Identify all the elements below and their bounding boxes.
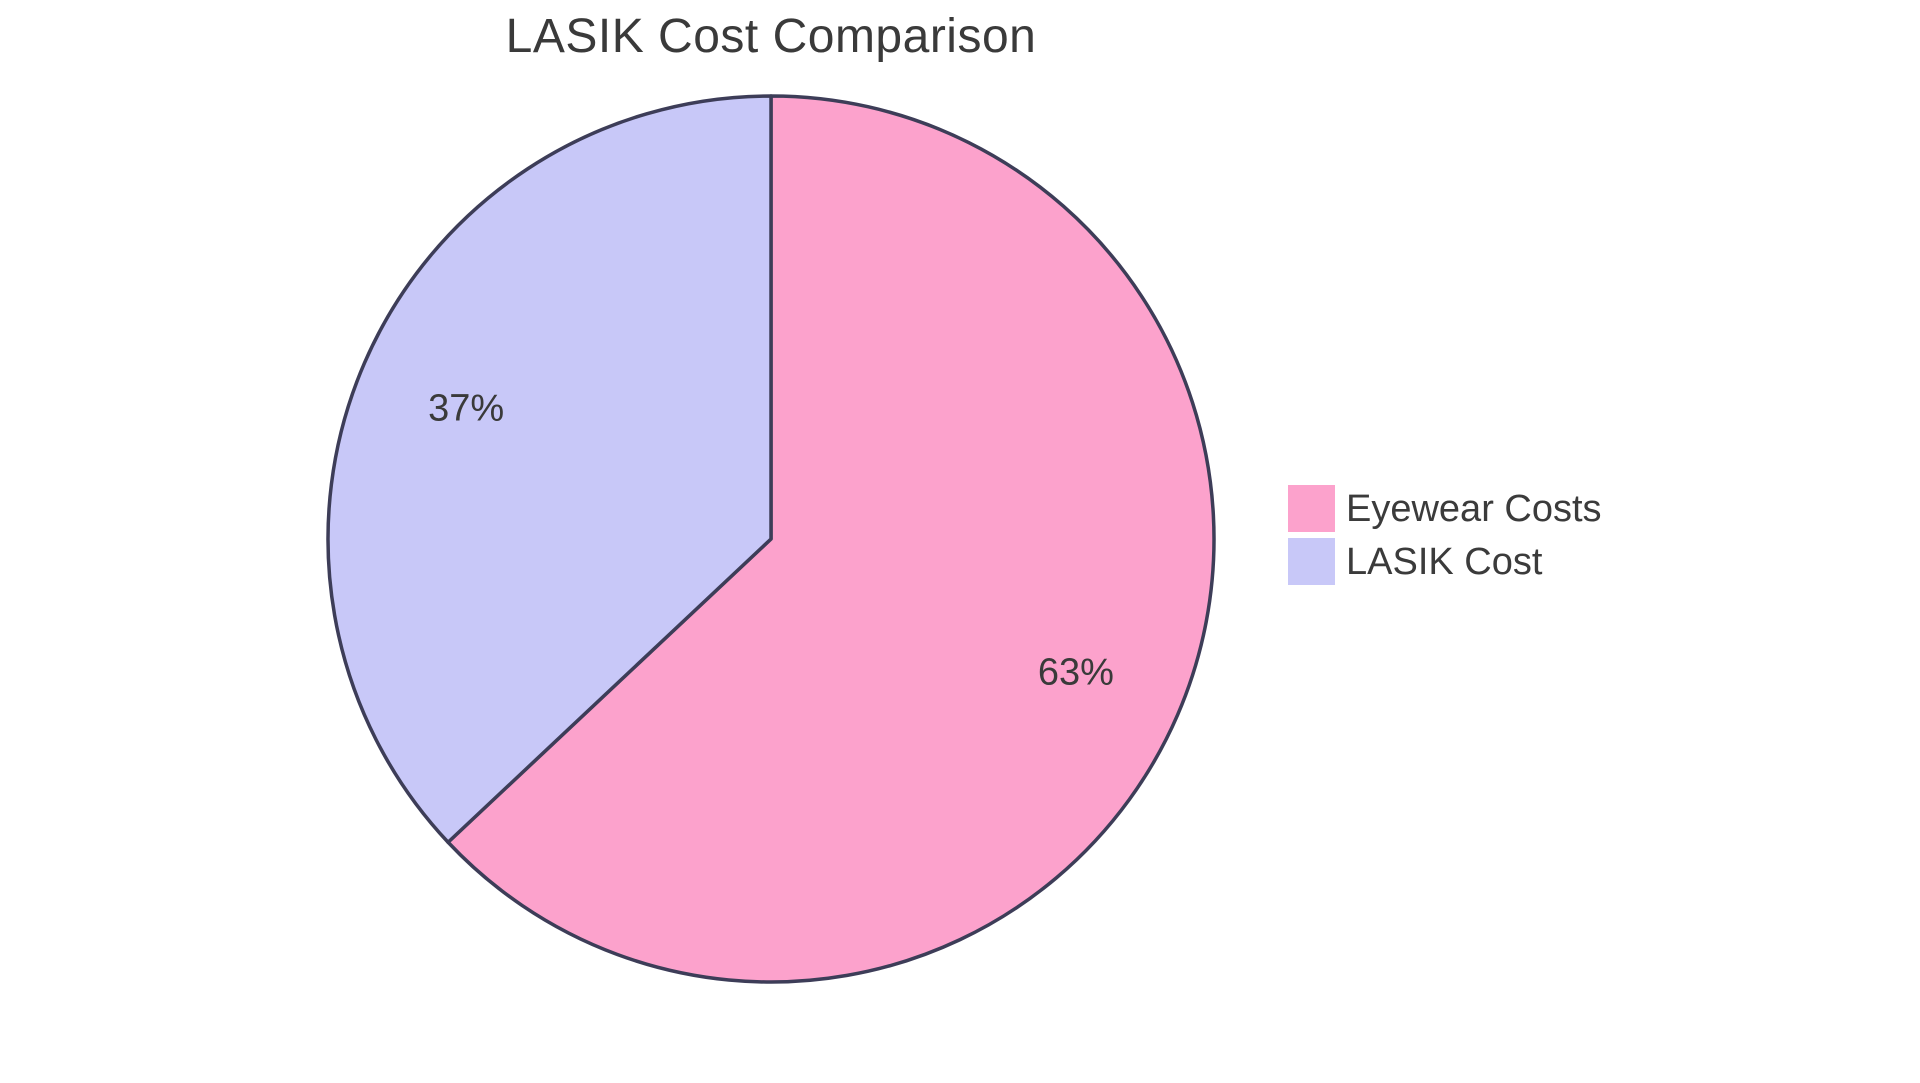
slice-percent-label: 63% bbox=[1038, 651, 1114, 693]
legend-label: Eyewear Costs bbox=[1346, 487, 1602, 530]
pie-slice-lasik-cost bbox=[326, 94, 773, 844]
chart-title: LASIK Cost Comparison bbox=[505, 10, 1037, 63]
legend-item-lasik-cost: LASIK Cost bbox=[1288, 538, 1602, 585]
legend-label: LASIK Cost bbox=[1346, 540, 1543, 583]
legend-swatch bbox=[1288, 538, 1335, 585]
legend: Eyewear Costs LASIK Cost bbox=[1288, 485, 1602, 585]
pie-slice-eyewear-costs bbox=[446, 94, 1216, 984]
slice-percent-label: 37% bbox=[428, 387, 504, 429]
legend-swatch bbox=[1288, 485, 1335, 532]
legend-item-eyewear-costs: Eyewear Costs bbox=[1288, 485, 1602, 532]
